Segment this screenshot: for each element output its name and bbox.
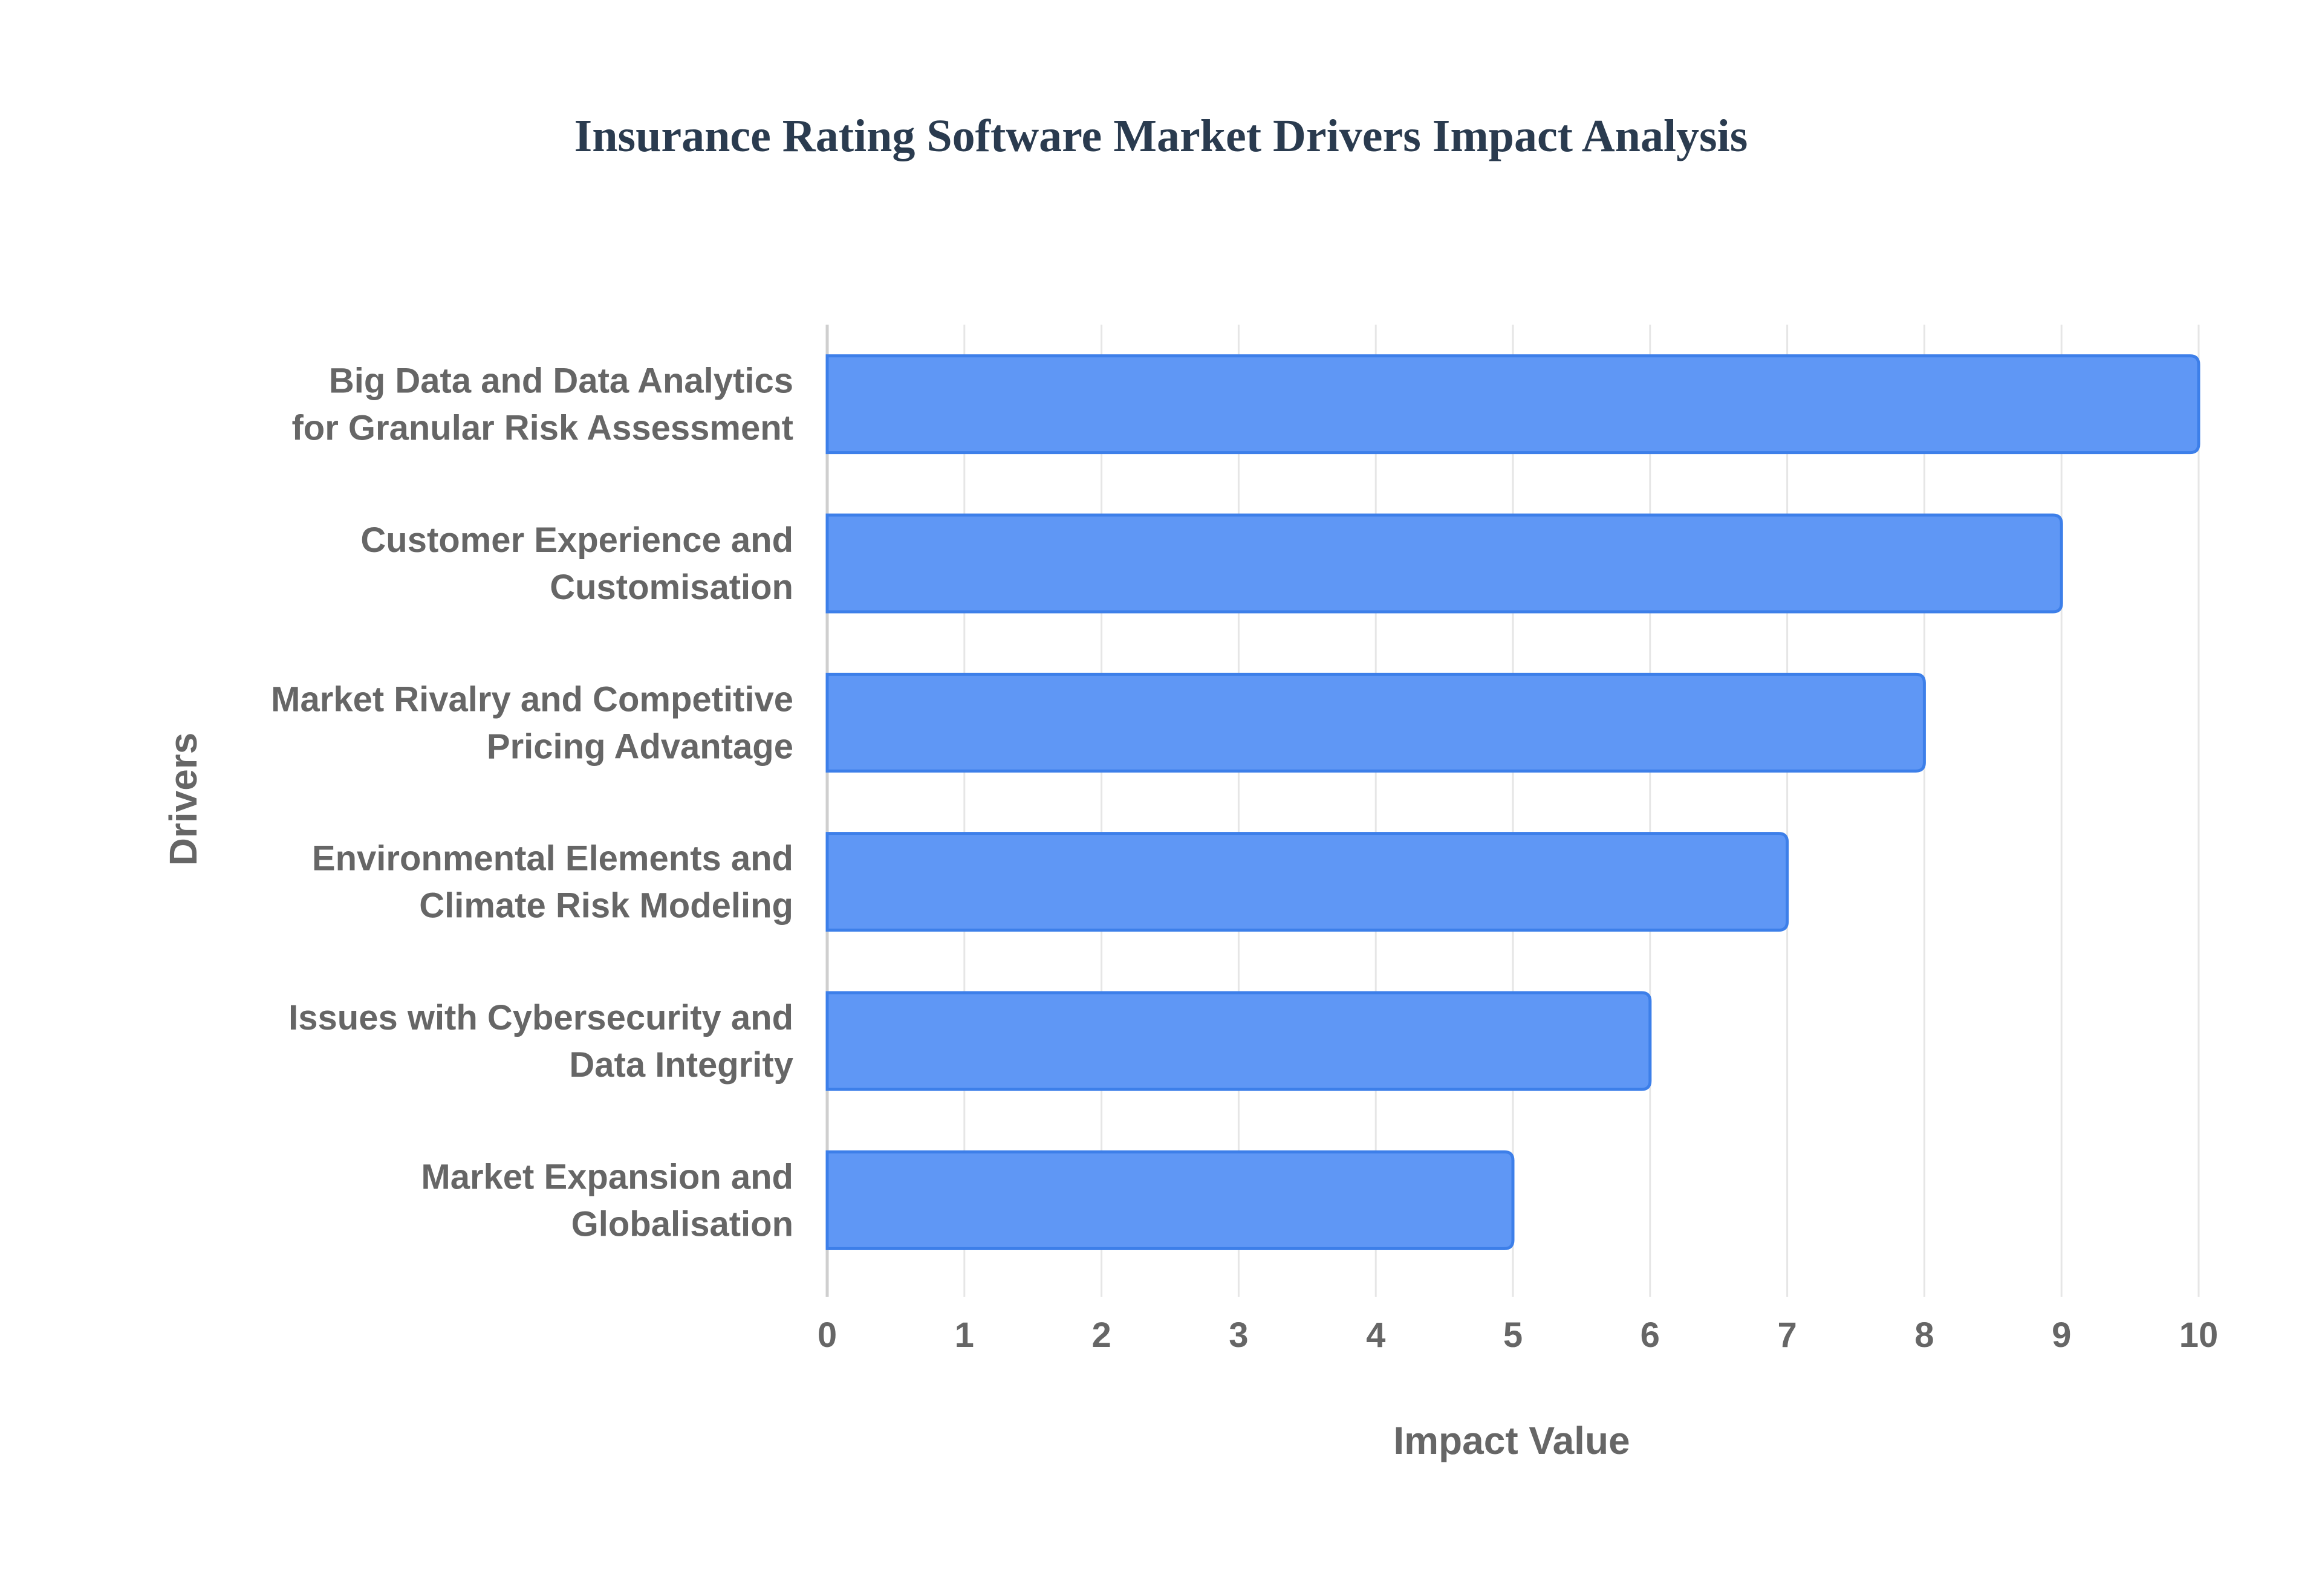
x-tick-label: 10 xyxy=(2179,1315,2219,1355)
x-tick-label: 0 xyxy=(818,1315,837,1355)
x-axis-title: Impact Value xyxy=(1393,1419,1630,1462)
x-tick-label: 1 xyxy=(955,1315,974,1355)
y-category-label-line: Market Rivalry and Competitive xyxy=(271,680,793,719)
y-category-label-line: Climate Risk Modeling xyxy=(419,886,793,926)
bar xyxy=(825,1150,1515,1250)
y-axis-labels: Big Data and Data Analytics for Granular … xyxy=(271,362,793,1244)
bar xyxy=(825,672,1926,773)
x-axis-ticks: 0 1 2 3 4 5 6 7 8 9 10 xyxy=(818,1315,2218,1355)
bar xyxy=(825,991,1652,1091)
y-category-label-line: Customer Experience and xyxy=(360,521,793,560)
grid-lines xyxy=(825,325,2200,1297)
y-category-label: Customer Experience and Customisation xyxy=(360,521,793,607)
y-category-label-line: Environmental Elements and xyxy=(312,839,793,878)
y-category-label: Market Expansion and Globalisation xyxy=(421,1157,793,1244)
y-category-label-line: Data Integrity xyxy=(569,1045,793,1085)
y-category-label: Environmental Elements and Climate Risk M… xyxy=(312,839,793,926)
y-axis-title: Drivers xyxy=(161,733,205,866)
x-tick-label: 5 xyxy=(1503,1315,1523,1355)
y-category-label-line: for Granular Risk Assessment xyxy=(291,409,793,448)
bar xyxy=(825,354,2200,455)
x-tick-label: 4 xyxy=(1366,1315,1385,1355)
y-category-label-line: Customisation xyxy=(550,568,793,607)
x-tick-label: 7 xyxy=(1777,1315,1797,1355)
y-category-label-line: Globalisation xyxy=(571,1204,793,1244)
y-category-label-line: Market Expansion and xyxy=(421,1157,793,1196)
y-category-label-line: Issues with Cybersecurity and xyxy=(288,998,793,1037)
bar xyxy=(825,513,2063,614)
bar xyxy=(825,832,1789,932)
y-category-label: Issues with Cybersecurity and Data Integr… xyxy=(288,998,793,1085)
y-category-label: Market Rivalry and Competitive Pricing Ad… xyxy=(271,680,793,766)
bars xyxy=(825,354,2200,1250)
y-category-label-line: Pricing Advantage xyxy=(487,727,793,766)
x-tick-label: 8 xyxy=(1914,1315,1934,1355)
y-category-label: Big Data and Data Analytics for Granular … xyxy=(291,362,793,448)
x-tick-label: 3 xyxy=(1229,1315,1248,1355)
chart-title: Insurance Rating Software Market Drivers… xyxy=(574,111,1748,161)
y-category-label-line: Big Data and Data Analytics xyxy=(329,362,793,401)
x-tick-label: 6 xyxy=(1641,1315,1660,1355)
x-tick-label: 9 xyxy=(2052,1315,2071,1355)
x-tick-label: 2 xyxy=(1091,1315,1111,1355)
